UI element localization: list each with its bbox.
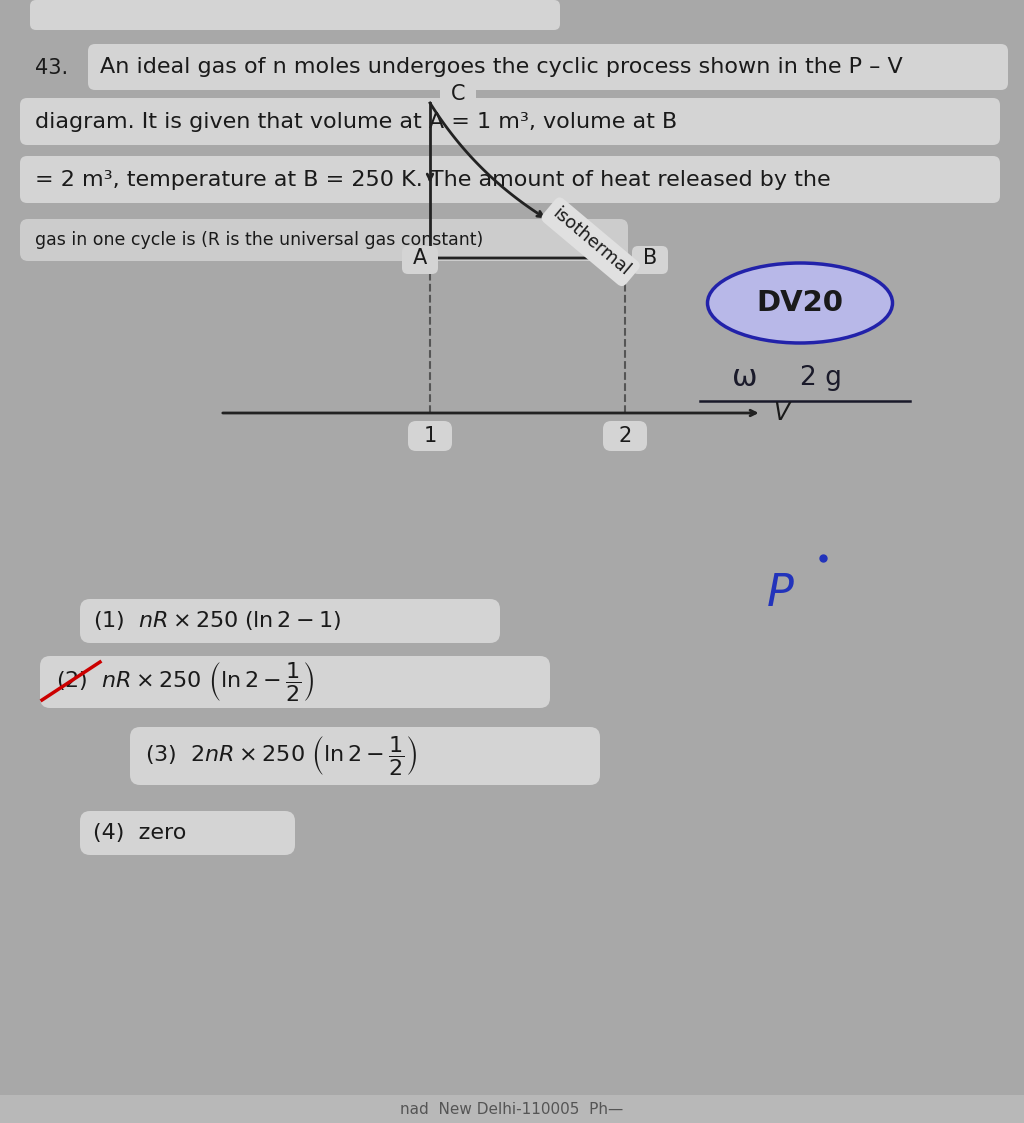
FancyBboxPatch shape (20, 219, 628, 261)
Text: 2 g: 2 g (800, 365, 842, 391)
Ellipse shape (708, 263, 893, 343)
FancyBboxPatch shape (20, 156, 1000, 203)
FancyBboxPatch shape (130, 727, 600, 785)
FancyBboxPatch shape (88, 44, 1008, 90)
FancyBboxPatch shape (0, 1095, 1024, 1123)
FancyBboxPatch shape (402, 246, 438, 274)
Text: isothermal: isothermal (548, 204, 633, 280)
Text: P: P (767, 572, 794, 614)
Text: 1: 1 (423, 426, 436, 446)
Text: B: B (643, 248, 657, 268)
Text: DV20: DV20 (757, 289, 844, 317)
FancyBboxPatch shape (30, 0, 560, 30)
Text: (4)  zero: (4) zero (93, 823, 186, 843)
Text: diagram. It is given that volume at A = 1 m³, volume at B: diagram. It is given that volume at A = … (35, 112, 677, 133)
FancyBboxPatch shape (603, 421, 647, 451)
Text: 43.: 43. (36, 58, 69, 77)
Text: An ideal gas of n moles undergoes the cyclic process shown in the P – V: An ideal gas of n moles undergoes the cy… (100, 57, 903, 77)
Text: 2: 2 (618, 426, 632, 446)
FancyBboxPatch shape (40, 656, 550, 707)
Text: gas in one cycle is (R is the universal gas constant): gas in one cycle is (R is the universal … (35, 231, 483, 249)
FancyBboxPatch shape (80, 811, 295, 855)
FancyBboxPatch shape (205, 0, 241, 2)
Text: (3)  $2nR \times 250$ $\left(\ln 2 - \dfrac{1}{2}\right)$: (3) $2nR \times 250$ $\left(\ln 2 - \dfr… (145, 734, 418, 777)
Text: (2)  $nR \times 250$ $\left(\ln 2 - \dfrac{1}{2}\right)$: (2) $nR \times 250$ $\left(\ln 2 - \dfra… (56, 660, 314, 703)
FancyBboxPatch shape (440, 80, 476, 108)
Text: C: C (451, 84, 465, 104)
Text: A: A (413, 248, 427, 268)
FancyBboxPatch shape (80, 599, 500, 643)
Text: ω: ω (732, 364, 758, 393)
FancyBboxPatch shape (408, 421, 452, 451)
Text: V: V (773, 401, 790, 424)
Text: nad  New Delhi-110005  Ph—: nad New Delhi-110005 Ph— (400, 1102, 624, 1116)
Text: (1)  $nR \times 250\;(\ln 2 - 1)$: (1) $nR \times 250\;(\ln 2 - 1)$ (93, 610, 341, 632)
FancyBboxPatch shape (20, 98, 1000, 145)
Text: = 2 m³, temperature at B = 250 K. The amount of heat released by the: = 2 m³, temperature at B = 250 K. The am… (35, 170, 830, 190)
FancyBboxPatch shape (632, 246, 668, 274)
